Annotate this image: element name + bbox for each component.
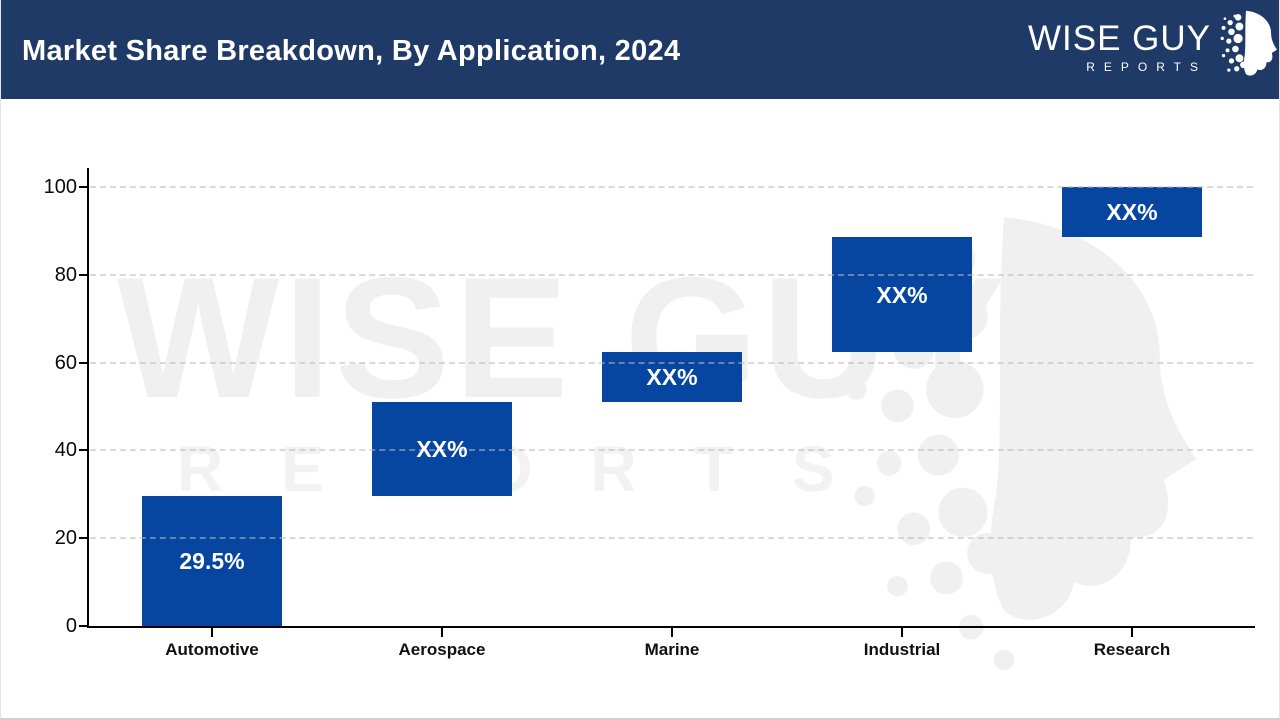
y-tick-mark-60: [79, 361, 88, 364]
y-tick-mark-80: [79, 273, 88, 276]
bar-aerospace: [372, 402, 512, 497]
x-axis-label-industrial: Industrial: [863, 640, 941, 659]
bar-value-label-marine: XX%: [646, 363, 698, 390]
bar-marine: [602, 351, 742, 403]
y-tick-label-20: 20: [54, 527, 77, 550]
header-bar: Market Share Breakdown, By Application, …: [1, 0, 1279, 99]
x-axis-line: [87, 626, 1255, 628]
x-axis-label-aerospace: Aerospace: [398, 640, 486, 659]
grid-line-100: [90, 186, 1253, 188]
y-tick-label-40: 40: [54, 439, 77, 462]
page-title: Market Share Breakdown, By Application, …: [22, 35, 681, 67]
bar-value-label-aerospace: XX%: [416, 436, 468, 463]
bar-value-label-industrial: XX%: [876, 281, 928, 308]
y-tick-label-60: 60: [54, 351, 77, 374]
grid-line-80: [90, 273, 1253, 276]
y-axis-line: [87, 168, 89, 628]
x-axis-label-marine: Marine: [644, 640, 700, 659]
grid-line-60: [90, 361, 1253, 364]
x-axis-label-research: Research: [1093, 640, 1171, 659]
y-tick-label-0: 0: [65, 615, 77, 637]
bar-value-label-research: XX%: [1106, 199, 1158, 226]
y-tick-mark-0: [79, 625, 88, 627]
x-tick-mark-research: [1131, 628, 1133, 637]
logo-wiseguy-text: WISE GUY: [1027, 19, 1211, 58]
logo-reports-text: REPORTS: [1086, 60, 1207, 74]
y-tick-mark-20: [79, 537, 88, 540]
bar-value-label-automotive: 29.5%: [179, 548, 245, 575]
y-tick-label-80: 80: [54, 263, 77, 286]
grid-line-40: [90, 449, 1253, 452]
bar-industrial: [832, 237, 972, 352]
x-tick-mark-marine: [671, 628, 673, 637]
x-tick-mark-automotive: [211, 628, 213, 637]
x-axis-label-automotive: Automotive: [165, 640, 259, 659]
y-tick-mark-40: [79, 449, 88, 452]
x-tick-mark-industrial: [901, 628, 903, 637]
grid-line-20: [90, 537, 1253, 540]
wiseguy-head-icon: [1220, 10, 1278, 76]
bar-automotive: [142, 496, 282, 626]
y-tick-label-100: 100: [43, 176, 77, 198]
bar-research: [1062, 187, 1202, 238]
y-tick-mark-100: [79, 186, 88, 188]
x-tick-mark-aerospace: [441, 628, 443, 637]
